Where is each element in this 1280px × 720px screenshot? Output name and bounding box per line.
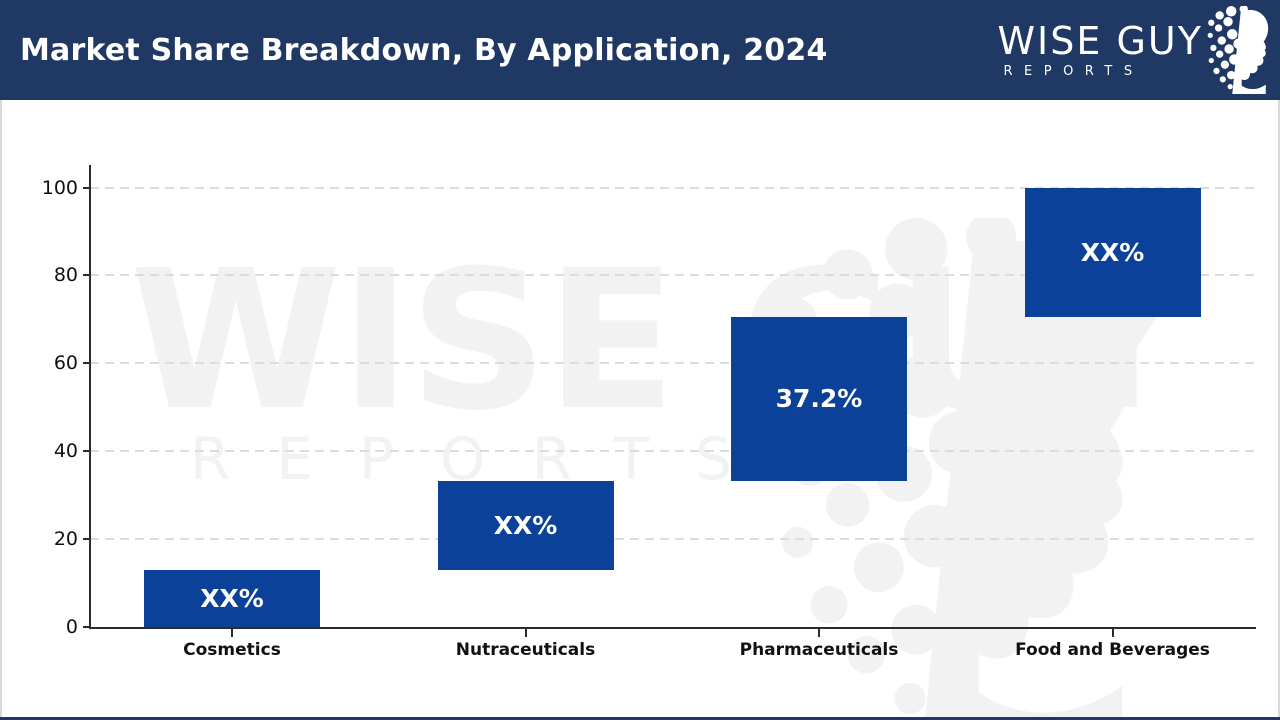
category-label-3: Food and Beverages — [1015, 640, 1210, 660]
gridline-60 — [90, 362, 1256, 365]
y-tick-label-20: 20 — [53, 528, 78, 551]
logo-text: WISE GUY REPORTS — [997, 21, 1202, 79]
bar-pharmaceuticals: 37.2% — [731, 317, 907, 481]
bar-value-label: 37.2% — [775, 384, 863, 414]
bar-value-label: XX% — [1080, 237, 1145, 267]
wise-guy-logo: WISE GUY REPORTS — [997, 0, 1272, 100]
gridline-100 — [90, 186, 1256, 189]
y-axis-line — [89, 165, 91, 629]
chart-area: WISE GUY REPORTS 0 20 40 60 80 100 XX% Cosmetic… — [0, 100, 1280, 717]
x-tick-1 — [524, 629, 527, 637]
y-tick-label-0: 0 — [65, 616, 78, 638]
y-tick-label-80: 80 — [53, 264, 78, 287]
bar-cosmetics: XX% — [144, 569, 320, 627]
x-tick-0 — [231, 629, 233, 637]
logo-face-icon — [1207, 6, 1269, 94]
gridline-20 — [90, 538, 1256, 541]
logo-wordmark: WISE GUY — [997, 19, 1203, 63]
bar-food-and-beverages: XX% — [1024, 187, 1201, 318]
y-tick-80 — [83, 274, 90, 277]
footer-strip — [0, 717, 1280, 720]
y-tick-label-60: 60 — [53, 352, 78, 375]
gridline-40 — [90, 450, 1256, 453]
page-title: Market Share Breakdown, By Application, … — [20, 32, 828, 68]
bar-nutraceuticals: XX% — [437, 480, 614, 570]
x-axis-line — [89, 627, 1256, 629]
header: Market Share Breakdown, By Application, … — [0, 0, 1280, 100]
y-tick-label-40: 40 — [53, 440, 78, 463]
x-tick-2 — [818, 629, 820, 637]
y-tick-60 — [83, 362, 90, 365]
y-tick-100 — [83, 186, 90, 189]
logo-subtitle: REPORTS — [1003, 64, 1144, 79]
bar-value-label: XX% — [200, 583, 264, 613]
gridline-80 — [90, 274, 1256, 277]
y-tick-0 — [83, 626, 90, 628]
bar-value-label: XX% — [493, 510, 558, 540]
x-tick-3 — [1111, 629, 1114, 637]
y-tick-40 — [83, 450, 90, 453]
y-tick-label-100: 100 — [41, 176, 78, 199]
y-tick-20 — [83, 538, 90, 541]
category-label-1: Nutraceuticals — [455, 640, 596, 660]
category-label-0: Cosmetics — [183, 640, 281, 660]
category-label-2: Pharmaceuticals — [739, 640, 899, 660]
waterfall-chart: 0 20 40 60 80 100 XX% Cosmetics XX% Nutraceutical… — [2, 100, 1278, 717]
